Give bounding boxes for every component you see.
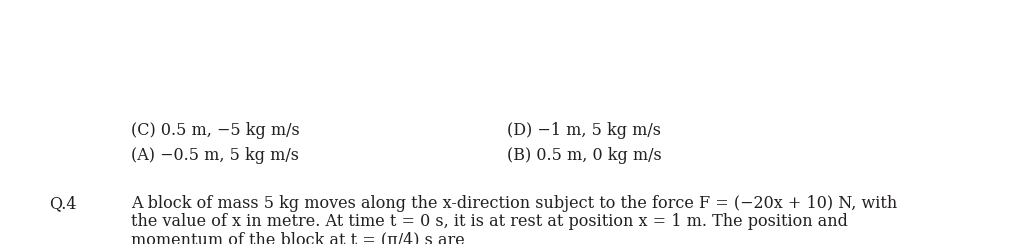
Text: momentum of the block at t = (π/4) s are: momentum of the block at t = (π/4) s are — [131, 231, 465, 244]
Text: (A) −0.5 m, 5 kg m/s: (A) −0.5 m, 5 kg m/s — [131, 147, 299, 164]
Text: (B) 0.5 m, 0 kg m/s: (B) 0.5 m, 0 kg m/s — [507, 147, 662, 164]
Text: A block of mass 5 kg moves along the x-direction subject to the force F = (−20x : A block of mass 5 kg moves along the x-d… — [131, 195, 897, 212]
Text: (D) −1 m, 5 kg m/s: (D) −1 m, 5 kg m/s — [507, 122, 660, 139]
Text: Q.4: Q.4 — [49, 195, 77, 212]
Text: (C) 0.5 m, −5 kg m/s: (C) 0.5 m, −5 kg m/s — [131, 122, 300, 139]
Text: the value of x in metre. At time t = 0 s, it is at rest at position x = 1 m. The: the value of x in metre. At time t = 0 s… — [131, 213, 848, 230]
